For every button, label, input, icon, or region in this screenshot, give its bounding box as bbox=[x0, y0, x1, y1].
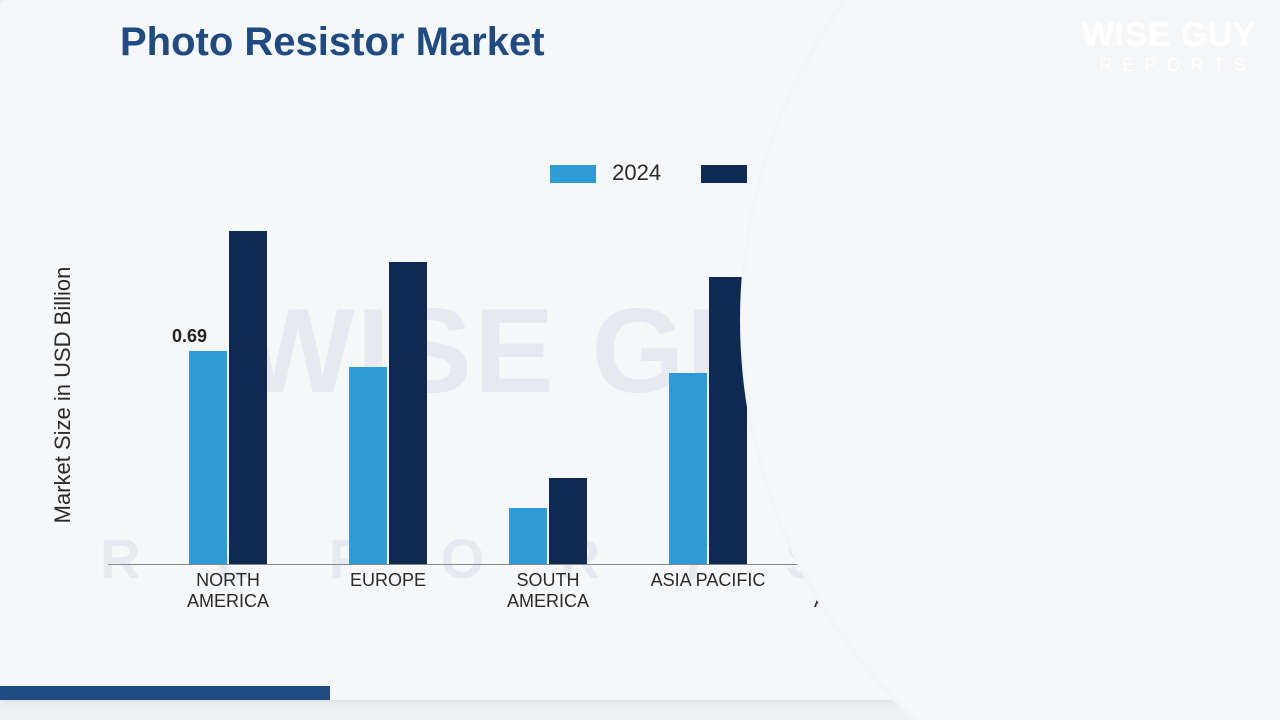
bar bbox=[349, 367, 387, 564]
accent-bar bbox=[0, 686, 330, 700]
chart-title: Photo Resistor Market bbox=[120, 20, 545, 65]
bar bbox=[189, 351, 227, 564]
bar-value-label: 0.69 bbox=[172, 326, 207, 347]
legend-item-2024: 2024 bbox=[550, 160, 661, 186]
category-label: SOUTH AMERICA bbox=[478, 570, 618, 611]
legend-swatch-2024 bbox=[550, 165, 596, 183]
bar bbox=[509, 508, 547, 564]
bar bbox=[389, 262, 427, 564]
brand-logo: WISE GUY REPORTS bbox=[1082, 18, 1256, 74]
bar bbox=[669, 373, 707, 564]
brand-line1: WISE GUY bbox=[1082, 18, 1256, 52]
bar bbox=[229, 231, 267, 564]
y-axis-label: Market Size in USD Billion bbox=[50, 267, 76, 524]
bar bbox=[549, 478, 587, 564]
brand-line2: REPORTS bbox=[1082, 56, 1256, 74]
bar-group: 0.69NORTH AMERICA bbox=[178, 231, 278, 564]
legend-label-2024: 2024 bbox=[612, 160, 661, 185]
legend-swatch-2032 bbox=[701, 165, 747, 183]
bar-group: EUROPE bbox=[338, 262, 438, 564]
category-label: NORTH AMERICA bbox=[158, 570, 298, 611]
category-label: ASIA PACIFIC bbox=[638, 570, 778, 591]
category-label: EUROPE bbox=[318, 570, 458, 591]
bar-group: SOUTH AMERICA bbox=[498, 478, 598, 564]
